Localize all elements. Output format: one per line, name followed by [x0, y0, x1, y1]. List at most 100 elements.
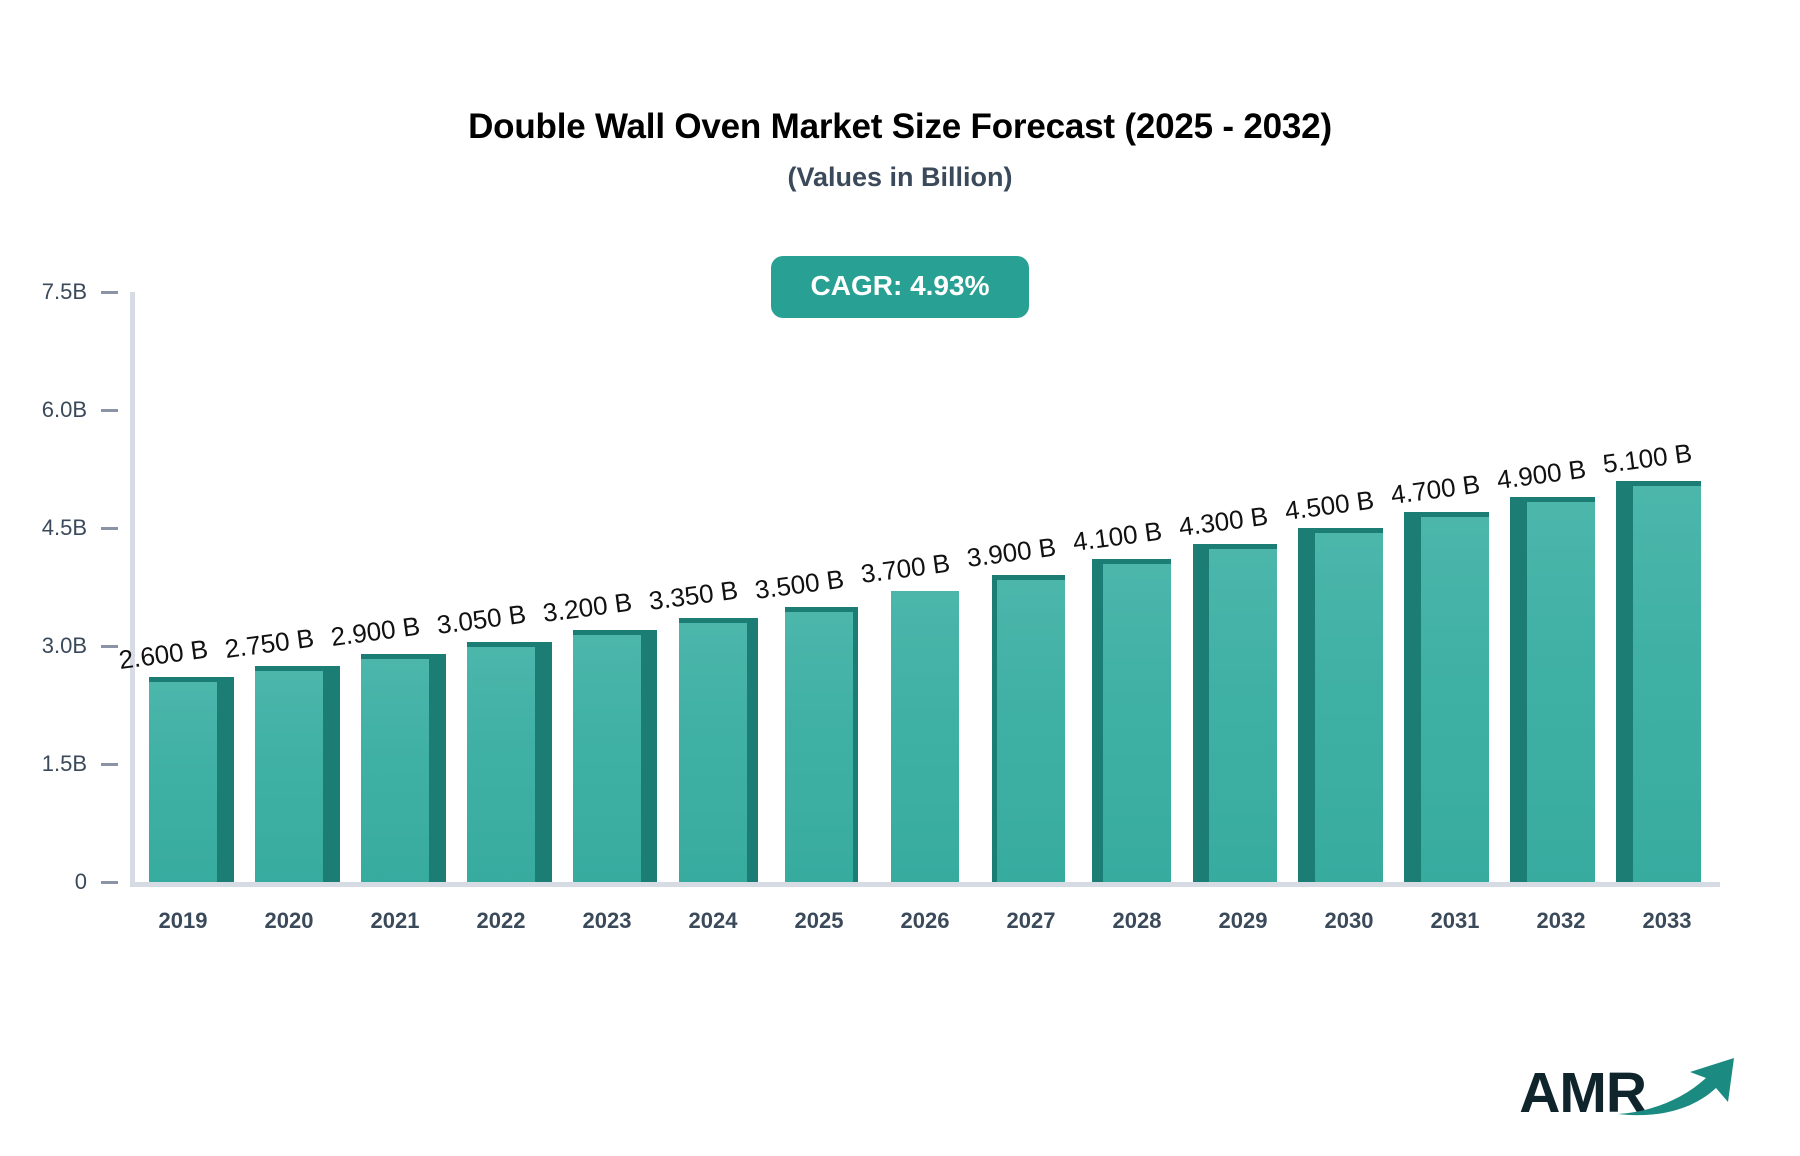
x-axis-tick-label: 2033 — [1642, 908, 1692, 933]
y-axis-tick-label: 6.0B — [41, 397, 87, 422]
bar-top-face — [573, 630, 657, 636]
bar-column[interactable] — [785, 292, 859, 882]
bar-top-face — [785, 606, 859, 612]
bar-side-face — [323, 669, 340, 882]
x-axis-tick-label: 2031 — [1430, 908, 1480, 933]
bar-top-face — [679, 618, 758, 624]
bar-column[interactable] — [361, 292, 446, 882]
x-axis-line — [130, 882, 1720, 887]
bar-top-face — [255, 665, 340, 671]
y-axis-tick-mark — [101, 408, 118, 412]
bar-column[interactable] — [573, 292, 657, 882]
bar-front-face — [467, 647, 535, 882]
bar-side-face — [641, 634, 657, 882]
bar-column[interactable] — [1298, 292, 1383, 882]
y-axis-tick: 1.5B — [0, 751, 118, 777]
y-axis-tick-label: 0 — [74, 869, 87, 894]
bar-3d — [573, 630, 657, 882]
bar-column[interactable] — [679, 292, 758, 882]
bar-3d — [1092, 559, 1171, 882]
bar-column[interactable] — [991, 292, 1065, 882]
bar-column[interactable] — [1092, 292, 1171, 882]
bar-side-face — [747, 622, 758, 882]
bar-side-face — [217, 681, 234, 882]
bar-column[interactable] — [255, 292, 340, 882]
bar-front-face — [149, 682, 217, 882]
bar-column[interactable] — [149, 292, 234, 882]
bar-column[interactable] — [467, 292, 552, 882]
bar-side-face — [1298, 532, 1315, 882]
bar-column[interactable] — [1616, 292, 1701, 882]
bar-top-face — [1616, 480, 1701, 486]
bar-top-face — [361, 653, 446, 659]
x-axis-ticks: 2019 2020 2021 2022 2023 2024 2025 2026 2027 2028… — [130, 908, 1720, 942]
bar-top-face — [467, 642, 552, 648]
bar-front-face — [679, 623, 747, 882]
y-axis-tick-mark — [101, 644, 118, 648]
bar-side-face — [1616, 484, 1633, 882]
bar-3d — [467, 642, 552, 882]
bar-front-face — [1315, 533, 1383, 882]
bar-3d — [1404, 512, 1489, 882]
x-axis-tick-label: 2026 — [900, 908, 950, 933]
x-axis-tick-label: 2019 — [158, 908, 208, 933]
x-axis-tick-label: 2020 — [264, 908, 314, 933]
y-axis-tick: 7.5B — [0, 279, 118, 305]
bar-top-face — [149, 677, 234, 683]
bar-3d — [785, 606, 859, 882]
bar-3d — [891, 590, 959, 882]
bar-3d — [1193, 543, 1277, 882]
bar-3d — [361, 653, 446, 882]
bar-front-face — [361, 658, 429, 882]
y-axis-tick-label: 4.5B — [41, 515, 87, 540]
bar-front-face — [1527, 501, 1595, 882]
x-axis-tick-label: 2032 — [1536, 908, 1586, 933]
bar-front-face — [255, 670, 323, 882]
bar-side-face — [535, 646, 552, 882]
x-axis-tick-label: 2029 — [1218, 908, 1268, 933]
x-axis-tick-label: 2028 — [1112, 908, 1162, 933]
x-axis-tick-label: 2021 — [370, 908, 420, 933]
bar-series: 2.600 B 2.750 B 2.900 B 3.050 B 3.200 B 3.350… — [117, 292, 1720, 882]
x-axis-tick-label: 2023 — [582, 908, 632, 933]
y-axis-tick: 6.0B — [0, 397, 118, 423]
bar-front-face — [891, 590, 959, 882]
y-axis-tick-mark — [101, 762, 118, 766]
y-axis-tick: 0 — [0, 869, 118, 895]
amr-logo: AMR — [1519, 1050, 1748, 1125]
bar-top-face — [1298, 528, 1383, 533]
bar-column[interactable] — [1510, 292, 1595, 882]
bar-column[interactable] — [1193, 292, 1277, 882]
y-axis-tick-mark — [101, 290, 118, 294]
bar-front-face — [1209, 548, 1277, 882]
bar-top-face — [1510, 496, 1595, 502]
bar-column[interactable] — [891, 292, 959, 882]
bar-front-face — [573, 635, 641, 882]
bar-3d — [1298, 528, 1383, 882]
bar-3d — [149, 677, 234, 882]
y-axis-tick-mark — [101, 880, 118, 884]
growth-arrow-icon — [1618, 1058, 1734, 1116]
bar-front-face — [997, 580, 1065, 882]
bar-column[interactable] — [1404, 292, 1489, 882]
bar-side-face — [1510, 500, 1527, 882]
bar-3d — [991, 575, 1065, 882]
logo-text: AMR — [1519, 1060, 1647, 1125]
x-axis-tick-label: 2022 — [476, 908, 526, 933]
y-axis-tick-label: 1.5B — [41, 751, 87, 776]
bar-front-face — [1103, 564, 1171, 882]
y-axis-tick-mark — [101, 526, 118, 530]
title-block: Double Wall Oven Market Size Forecast (2… — [0, 107, 1800, 192]
x-axis-tick-label: 2024 — [688, 908, 738, 933]
y-axis-tick: 4.5B — [0, 515, 118, 541]
page-title: Double Wall Oven Market Size Forecast (2… — [468, 107, 1332, 146]
x-axis-tick-label: 2027 — [1006, 908, 1056, 933]
y-axis-tick: 3.0B — [0, 633, 118, 659]
bar-3d — [679, 618, 758, 882]
bar-front-face — [1421, 517, 1489, 882]
x-axis-tick-label: 2030 — [1324, 908, 1374, 933]
cagr-badge: CAGR: 4.93% — [770, 256, 1030, 318]
bar-side-face — [1404, 516, 1421, 882]
bar-front-face — [1633, 485, 1701, 882]
